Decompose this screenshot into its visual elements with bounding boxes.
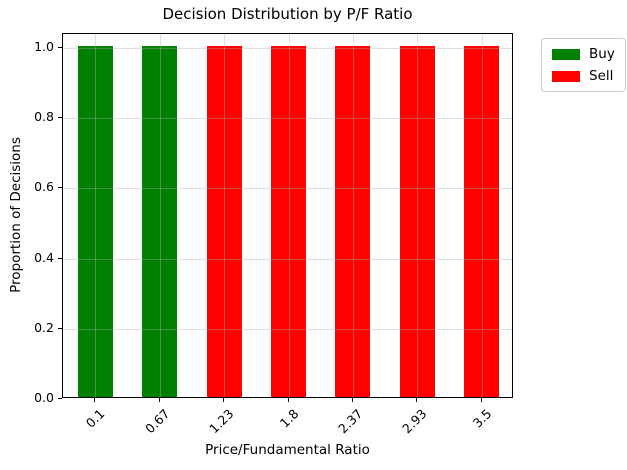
gridline-y-1.0 (63, 48, 512, 49)
bar-sell-1.8 (271, 46, 306, 397)
bar-sell-1.23 (207, 46, 242, 397)
gridline-x-3.5 (482, 34, 483, 397)
gridline-x-1.8 (289, 34, 290, 397)
gridline-x-2.93 (417, 34, 418, 397)
bar-sell-3.5 (464, 46, 499, 397)
y-tick-label: 0.2 (34, 320, 54, 335)
y-tick-mark (58, 328, 62, 329)
x-tick-mark (481, 398, 482, 402)
x-tick-label: 2.93 (399, 406, 430, 437)
y-tick-mark (58, 47, 62, 48)
legend-item-sell: Sell (552, 68, 615, 84)
x-tick-label: 1.23 (206, 406, 237, 437)
gridline-x-2.37 (353, 34, 354, 397)
gridline-y-0.6 (63, 188, 512, 189)
x-tick-label: 2.37 (335, 406, 366, 437)
x-tick-label: 0.67 (142, 406, 173, 437)
x-tick-label: 3.5 (469, 406, 495, 431)
bar-buy-0.67 (142, 46, 177, 397)
gridline-y-0.2 (63, 329, 512, 330)
x-axis-label: Price/Fundamental Ratio (205, 442, 370, 458)
plot-area (62, 33, 513, 398)
y-tick-mark (58, 258, 62, 259)
legend-label-buy: Buy (589, 46, 615, 62)
gridline-x-0.67 (160, 34, 161, 397)
x-tick-mark (352, 398, 353, 402)
gridline-y-0.8 (63, 118, 512, 119)
y-tick-label: 1.0 (34, 39, 54, 54)
legend-item-buy: Buy (552, 46, 615, 62)
y-tick-label: 0.8 (34, 109, 54, 124)
x-tick-mark (223, 398, 224, 402)
legend-label-sell: Sell (589, 68, 614, 84)
x-tick-label: 1.8 (276, 406, 302, 431)
y-tick-mark (58, 187, 62, 188)
x-tick-mark (94, 398, 95, 402)
gridline-x-1.23 (224, 34, 225, 397)
y-tick-label: 0.0 (34, 390, 54, 405)
gridline-x-0.1 (95, 34, 96, 397)
gridline-y-0.4 (63, 259, 512, 260)
legend: Buy Sell (541, 38, 626, 92)
chart-title: Decision Distribution by P/F Ratio (162, 5, 413, 23)
y-tick-label: 0.6 (34, 179, 54, 194)
x-tick-mark (288, 398, 289, 402)
x-tick-mark (416, 398, 417, 402)
bar-buy-0.1 (78, 46, 113, 397)
bar-sell-2.93 (400, 46, 435, 397)
y-tick-mark (58, 117, 62, 118)
y-axis-label: Proportion of Decisions (8, 137, 24, 293)
y-tick-mark (58, 398, 62, 399)
bar-sell-2.37 (335, 46, 370, 397)
x-tick-label: 0.1 (82, 406, 108, 431)
legend-swatch-sell (552, 70, 580, 82)
x-tick-mark (159, 398, 160, 402)
y-tick-label: 0.4 (34, 250, 54, 265)
legend-swatch-buy (552, 48, 580, 60)
